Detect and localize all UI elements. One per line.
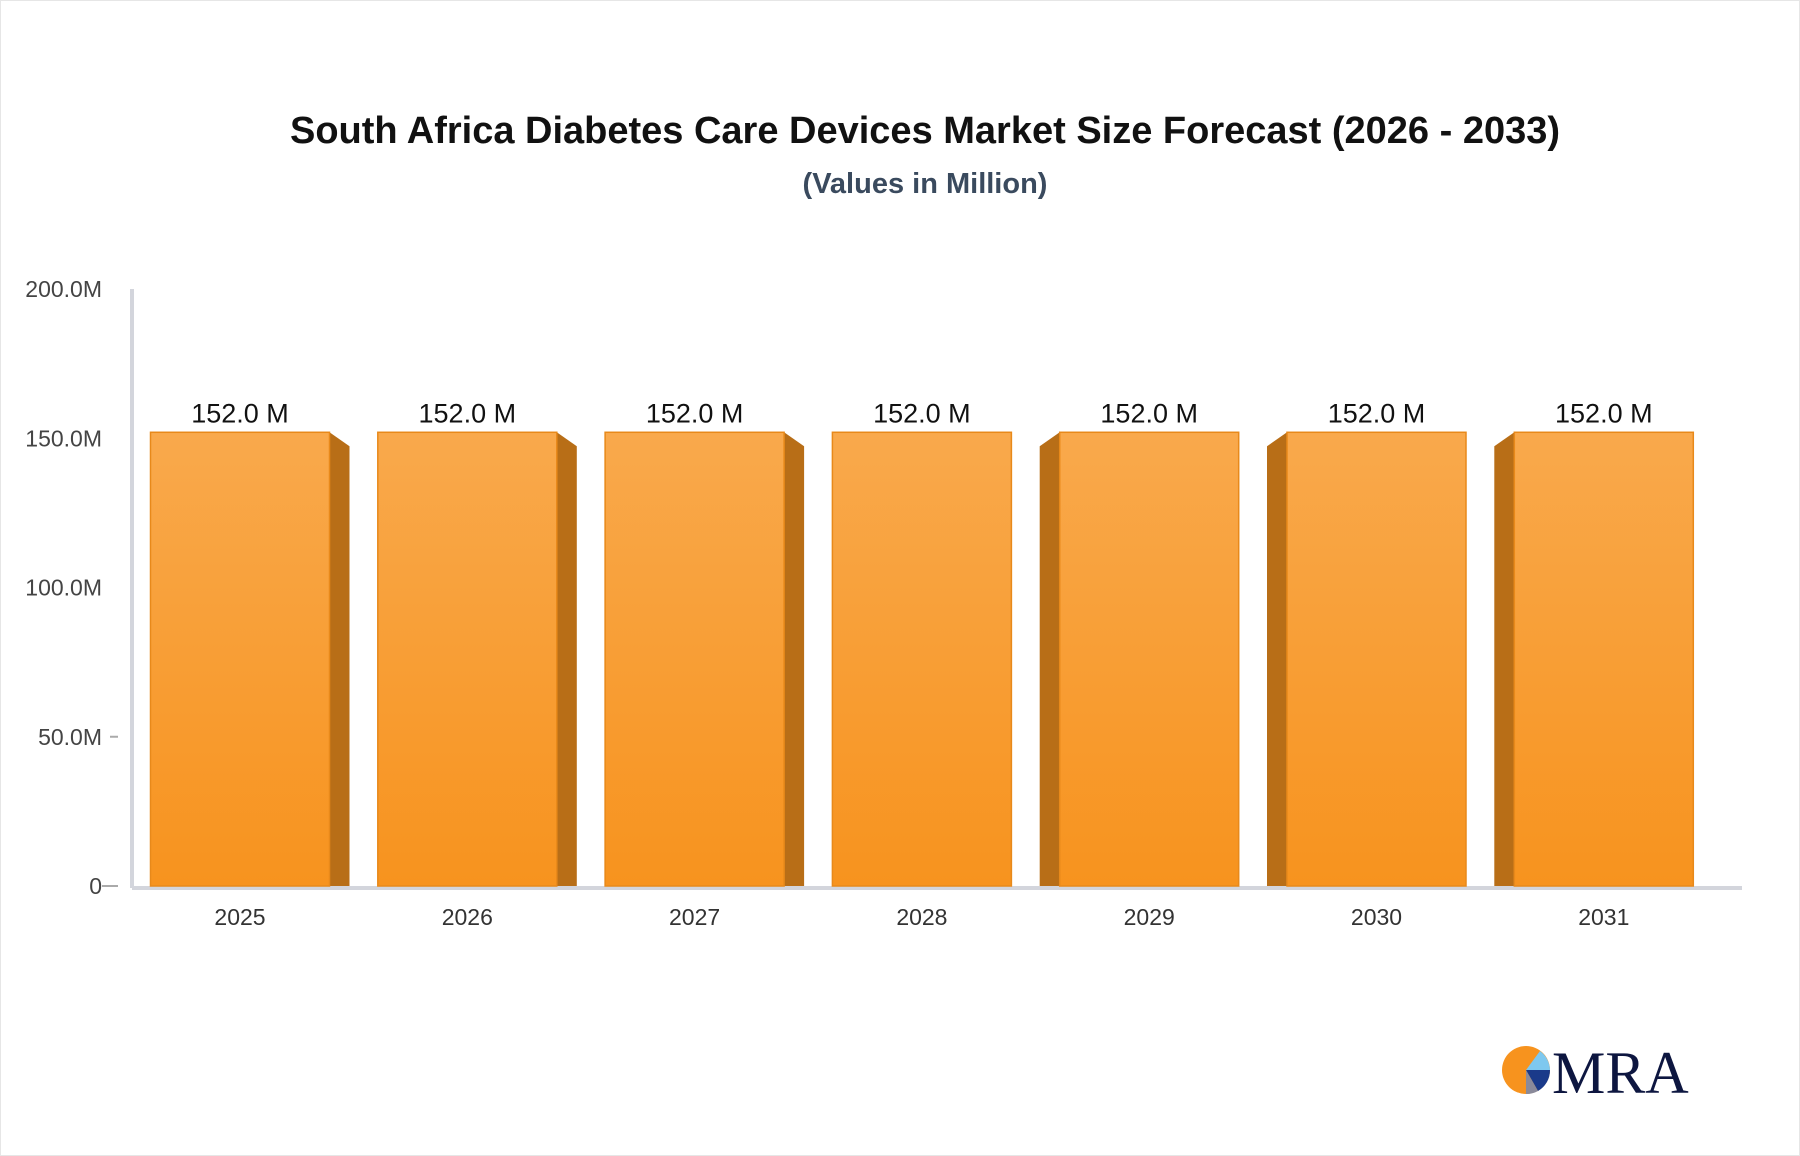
- bar-group: 152.0 M 2030: [1267, 398, 1467, 930]
- chart-title: South Africa Diabetes Care Devices Marke…: [289, 110, 1561, 152]
- bar-side: [329, 432, 350, 886]
- logo-pie-gray: [1526, 1070, 1538, 1095]
- bar: [1286, 431, 1467, 887]
- chart-subtitle: (Values in Million): [802, 168, 1048, 200]
- data-label: 152.0 M: [1100, 398, 1198, 428]
- bar-group: 152.0 M 2025: [149, 398, 350, 930]
- y-tick-label: 50.0M: [38, 724, 102, 750]
- logo-text: MRA: [1552, 1040, 1689, 1100]
- bar-group: 152.0 M 2027: [604, 398, 805, 930]
- x-tick-label: 2025: [214, 904, 265, 930]
- x-tick-label: 2030: [1351, 904, 1402, 930]
- y-tick-label: 150.0M: [25, 425, 102, 451]
- bar-side: [1267, 432, 1287, 886]
- data-label: 152.0 M: [873, 398, 971, 428]
- x-tick-label: 2031: [1578, 904, 1629, 930]
- bar: [831, 431, 1013, 887]
- y-tick-label: 100.0M: [25, 575, 102, 601]
- bar-group: 152.0 M 2031: [1494, 398, 1695, 930]
- bar: [604, 431, 785, 887]
- y-tick-label: 0: [89, 873, 102, 899]
- x-tick-label: 2026: [442, 904, 493, 930]
- logo-pie-lightblue: [1526, 1051, 1550, 1070]
- data-label: 152.0 M: [646, 398, 744, 428]
- mra-logo: MRA: [1502, 1040, 1689, 1100]
- bar-side: [556, 432, 577, 886]
- bar-group: 152.0 M 2029: [1039, 398, 1240, 930]
- bar-group: 152.0 M 2026: [377, 398, 577, 930]
- bar: [1058, 431, 1240, 887]
- logo-pie-navy: [1526, 1070, 1551, 1091]
- bar-group: 152.0 M 2028: [831, 398, 1013, 930]
- data-label: 152.0 M: [1555, 398, 1653, 428]
- bar: [377, 431, 558, 887]
- x-tick-label: 2027: [669, 904, 720, 930]
- bar-side: [1494, 432, 1515, 886]
- bar-side: [1039, 432, 1060, 886]
- data-label: 152.0 M: [1328, 398, 1426, 428]
- x-tick-label: 2029: [1124, 904, 1175, 930]
- bar: [1513, 431, 1695, 887]
- y-tick-label: 200.0M: [25, 276, 102, 302]
- bar: [149, 431, 331, 887]
- data-label: 152.0 M: [419, 398, 517, 428]
- bar-side: [784, 432, 805, 886]
- x-tick-label: 2028: [896, 904, 947, 930]
- data-label: 152.0 M: [191, 398, 289, 428]
